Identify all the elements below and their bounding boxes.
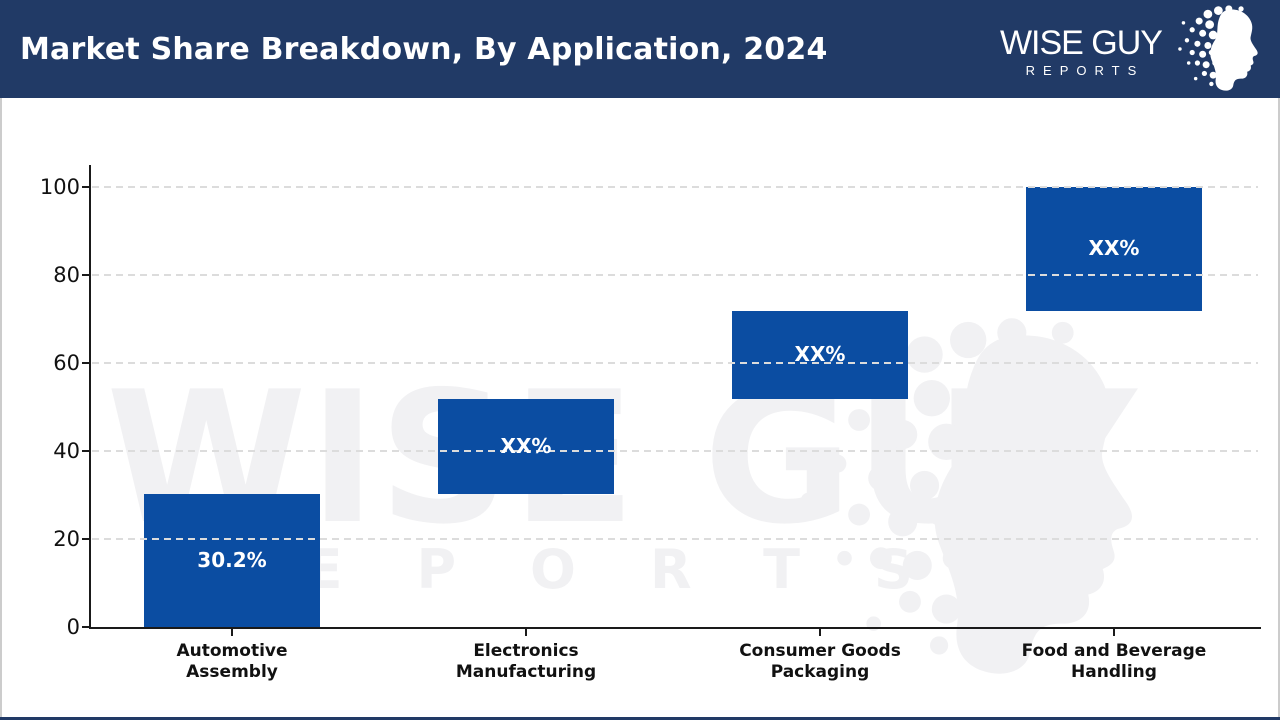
x-category-label: Consumer Goods Packaging: [675, 641, 965, 683]
gridline: [92, 186, 1258, 188]
y-tick-label: 100: [39, 175, 80, 199]
x-category-label-line: Handling: [1071, 662, 1157, 682]
brand-logo-text: WISE GUY REPORTS: [999, 24, 1163, 78]
y-tick-label: 0: [66, 615, 80, 639]
y-tick-mark: [82, 538, 90, 540]
x-category-label-line: Consumer Goods: [739, 641, 901, 661]
bar-value-label: XX%: [500, 433, 552, 458]
x-category-label-line: Electronics: [473, 641, 579, 661]
gridline: [92, 450, 1258, 452]
y-tick-mark: [82, 186, 90, 188]
x-category-label-line: Food and Beverage: [1021, 641, 1207, 661]
gridline: [92, 362, 1258, 364]
bottom-accent-strip: [0, 717, 1280, 720]
x-category-label-line: Manufacturing: [455, 662, 597, 682]
x-tick-mark: [819, 629, 821, 636]
bar-value-label: 30.2%: [197, 547, 267, 572]
y-tick-label: 80: [53, 263, 80, 287]
bar-segment: [144, 494, 320, 627]
x-axis-line: [89, 627, 1261, 629]
bar-value-label: XX%: [794, 342, 846, 367]
y-tick-mark: [82, 274, 90, 276]
bar-segment: [438, 399, 614, 495]
y-tick-mark: [82, 626, 90, 628]
brand-logo-line2: REPORTS: [1025, 63, 1145, 78]
chart-area: WISE GUY REPORTS 30.2% XX% XX% XX% 0 20 40 60 80…: [0, 98, 1280, 717]
brand-logo-line1: WISE GUY: [999, 24, 1163, 62]
page-title: Market Share Breakdown, By Application, …: [20, 31, 828, 67]
y-tick-label: 40: [53, 439, 80, 463]
gridline: [92, 538, 1258, 540]
title-bar: Market Share Breakdown, By Application, …: [0, 0, 1280, 98]
y-axis-line: [89, 165, 91, 629]
gridline: [92, 274, 1258, 276]
x-category-label: Automotive Assembly: [87, 641, 377, 683]
y-tick-mark: [82, 450, 90, 452]
y-tick-label: 20: [53, 527, 80, 551]
x-category-label-line: Automotive: [176, 641, 288, 661]
brand-head-icon: [1166, 5, 1262, 93]
x-tick-mark: [231, 629, 233, 636]
y-tick-mark: [82, 362, 90, 364]
brand-logo: WISE GUY REPORTS: [1000, 5, 1262, 93]
bar-value-label: XX%: [1088, 236, 1140, 261]
x-category-label: Food and Beverage Handling: [969, 641, 1259, 683]
x-category-label: Electronics Manufacturing: [381, 641, 671, 683]
x-category-label-line: Packaging: [770, 662, 870, 682]
bar-segment: [1026, 187, 1202, 312]
x-tick-mark: [525, 629, 527, 636]
x-category-label-line: Assembly: [186, 662, 278, 682]
y-tick-label: 60: [53, 351, 80, 375]
x-tick-mark: [1113, 629, 1115, 636]
